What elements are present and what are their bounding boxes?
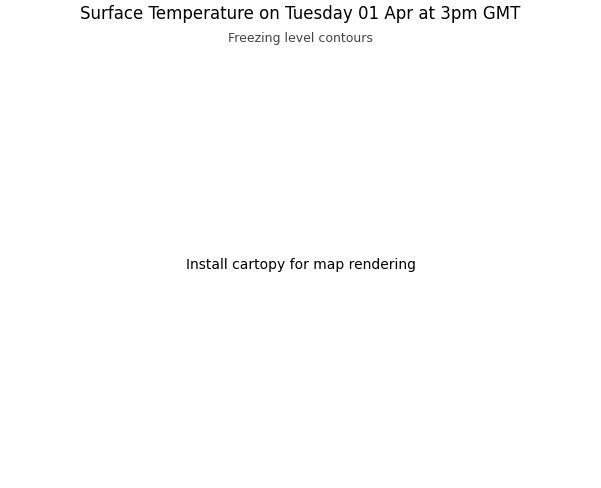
Text: Freezing level contours: Freezing level contours [228, 32, 373, 44]
Text: Install cartopy for map rendering: Install cartopy for map rendering [186, 258, 415, 272]
Text: Surface Temperature on Tuesday 01 Apr at 3pm GMT: Surface Temperature on Tuesday 01 Apr at… [81, 5, 520, 23]
